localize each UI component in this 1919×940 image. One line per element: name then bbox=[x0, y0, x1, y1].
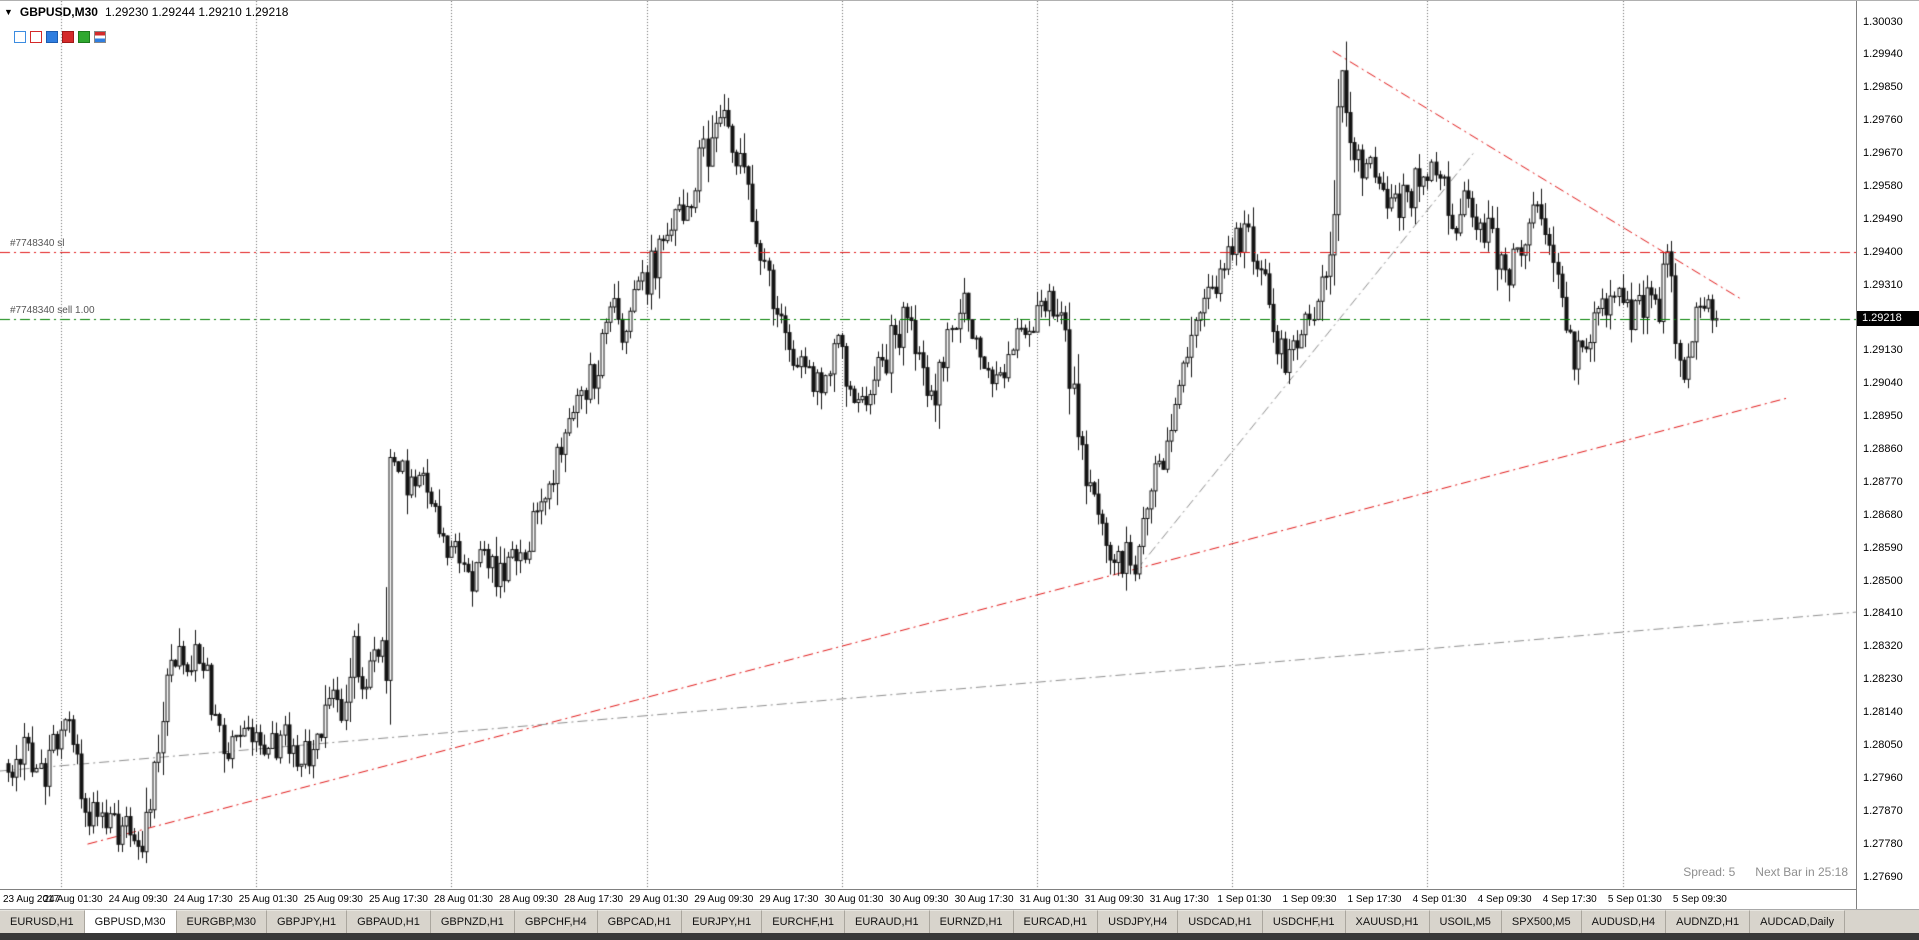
time-axis-label: 30 Aug 17:30 bbox=[954, 894, 1014, 905]
price-axis-label: 1.28410 bbox=[1863, 607, 1903, 620]
tab-gbpchf-h4[interactable]: GBPCHF,H4 bbox=[514, 910, 598, 933]
time-axis-label: 28 Aug 01:30 bbox=[434, 894, 493, 905]
tab-gbpaud-h1[interactable]: GBPAUD,H1 bbox=[347, 910, 431, 933]
time-axis-label: 1 Sep 09:30 bbox=[1282, 894, 1337, 905]
chart-area: ▼ GBPUSD,M30 1.29230 1.29244 1.29210 1.2… bbox=[0, 1, 1856, 909]
price-axis-label: 1.28950 bbox=[1863, 410, 1903, 423]
time-axis-label: 29 Aug 09:30 bbox=[694, 894, 754, 905]
tab-eurgbp-m30[interactable]: EURGBP,M30 bbox=[176, 910, 267, 933]
price-axis-label: 1.28680 bbox=[1863, 508, 1903, 521]
time-axis-label: 1 Sep 17:30 bbox=[1347, 894, 1402, 905]
time-axis-label: 25 Aug 17:30 bbox=[368, 894, 428, 905]
time-axis-label: 31 Aug 09:30 bbox=[1084, 894, 1144, 905]
tab-eurcad-h1[interactable]: EURCAD,H1 bbox=[1013, 910, 1099, 933]
next-bar-timer: Next Bar in 25:18 bbox=[1755, 865, 1848, 879]
time-axis-label: 30 Aug 09:30 bbox=[889, 894, 949, 905]
tab-gbpcad-h1[interactable]: GBPCAD,H1 bbox=[597, 910, 683, 933]
price-chart-canvas[interactable] bbox=[0, 1, 1856, 889]
tab-gbpnzd-h1[interactable]: GBPNZD,H1 bbox=[430, 910, 515, 933]
time-axis-label: 31 Aug 17:30 bbox=[1149, 894, 1209, 905]
price-axis[interactable]: 1.29218 1.30030 1.29940 1.29850 1.29760 1.29… bbox=[1856, 1, 1919, 909]
price-axis-label: 1.28140 bbox=[1863, 706, 1903, 719]
time-axis-label: 24 Aug 17:30 bbox=[173, 894, 233, 905]
tab-usdjpy-h4[interactable]: USDJPY,H4 bbox=[1098, 910, 1179, 933]
time-axis-label: 4 Sep 01:30 bbox=[1412, 894, 1467, 905]
price-axis-label: 1.27780 bbox=[1863, 837, 1903, 850]
price-axis-label: 1.29670 bbox=[1863, 147, 1903, 160]
window-bottom-edge bbox=[0, 933, 1919, 940]
symbol-tabbar: EURUSD,H1 GBPUSD,M30 EURGBP,M30 GBPJPY,H1 GB… bbox=[0, 909, 1919, 933]
time-axis-label: 28 Aug 09:30 bbox=[499, 894, 559, 905]
price-axis-label: 1.29130 bbox=[1863, 344, 1903, 357]
price-axis-label: 1.28770 bbox=[1863, 475, 1903, 488]
price-axis-label: 1.29580 bbox=[1863, 179, 1903, 192]
profile-striped-icon[interactable] bbox=[94, 31, 106, 43]
chart-symbol-label: GBPUSD,M30 bbox=[19, 5, 98, 19]
time-axis-label: 4 Sep 17:30 bbox=[1542, 894, 1597, 905]
profile-green-icon[interactable] bbox=[78, 31, 90, 43]
profile-blank-blue-icon[interactable] bbox=[14, 31, 26, 43]
time-axis-label: 5 Sep 09:30 bbox=[1672, 894, 1727, 905]
tab-gbpusd-m30[interactable]: GBPUSD,M30 bbox=[84, 910, 177, 933]
tab-eurchf-h1[interactable]: EURCHF,H1 bbox=[762, 910, 846, 933]
tab-eurusd-h1[interactable]: EURUSD,H1 bbox=[0, 910, 85, 933]
price-axis-label: 1.27960 bbox=[1863, 771, 1903, 784]
stop-loss-line-label[interactable]: #7748340 sl bbox=[10, 238, 65, 250]
time-axis-label: 25 Aug 09:30 bbox=[303, 894, 363, 905]
time-axis[interactable]: 23 Aug 2017 24 Aug 01:30 24 Aug 09:30 24 Au… bbox=[0, 889, 1856, 909]
tab-euraud-h1[interactable]: EURAUD,H1 bbox=[845, 910, 930, 933]
time-axis-label: 24 Aug 01:30 bbox=[43, 894, 103, 905]
time-axis-label: 28 Aug 17:30 bbox=[564, 894, 624, 905]
price-axis-label: 1.28050 bbox=[1863, 738, 1903, 751]
price-axis-label: 1.29940 bbox=[1863, 48, 1903, 61]
price-axis-label: 1.28230 bbox=[1863, 673, 1903, 686]
time-axis-label: 25 Aug 01:30 bbox=[238, 894, 298, 905]
price-axis-label: 1.29040 bbox=[1863, 377, 1903, 390]
tab-audusd-h4[interactable]: AUDUSD,H4 bbox=[1581, 910, 1667, 933]
price-axis-label: 1.29400 bbox=[1863, 245, 1903, 258]
spread-indicator: Spread: 5 bbox=[1683, 865, 1736, 879]
tab-usdcad-h1[interactable]: USDCAD,H1 bbox=[1178, 910, 1263, 933]
price-axis-label: 1.28590 bbox=[1863, 541, 1903, 554]
time-axis-label: 5 Sep 01:30 bbox=[1607, 894, 1662, 905]
price-axis-label: 1.29490 bbox=[1863, 212, 1903, 225]
tab-usdchf-h1[interactable]: USDCHF,H1 bbox=[1262, 910, 1346, 933]
tab-audcad-daily[interactable]: AUDCAD,Daily bbox=[1750, 910, 1846, 933]
price-axis-label: 1.29310 bbox=[1863, 278, 1903, 291]
price-axis-label: 1.28500 bbox=[1863, 574, 1903, 587]
time-axis-label: 29 Aug 17:30 bbox=[759, 894, 819, 905]
time-axis-label: 30 Aug 01:30 bbox=[824, 894, 884, 905]
time-axis-label: 31 Aug 01:30 bbox=[1019, 894, 1079, 905]
time-axis-label: 1 Sep 01:30 bbox=[1217, 894, 1272, 905]
tab-eurnzd-h1[interactable]: EURNZD,H1 bbox=[929, 910, 1014, 933]
tab-spx500-m5[interactable]: SPX500,M5 bbox=[1501, 910, 1582, 933]
price-axis-label: 1.28860 bbox=[1863, 443, 1903, 455]
price-axis-label: 1.30030 bbox=[1863, 15, 1903, 28]
time-axis-label: 4 Sep 09:30 bbox=[1477, 894, 1532, 905]
tab-audnzd-h1[interactable]: AUDNZD,H1 bbox=[1666, 910, 1751, 933]
chart-profile-toolbar bbox=[14, 31, 106, 43]
tab-eurjpy-h1[interactable]: EURJPY,H1 bbox=[682, 910, 763, 933]
price-axis-label: 1.29850 bbox=[1863, 81, 1903, 94]
profile-blue-icon[interactable] bbox=[46, 31, 58, 43]
chart-title: ▼ GBPUSD,M30 1.29230 1.29244 1.29210 1.2… bbox=[4, 5, 288, 19]
time-axis-label: 23 Aug 2017 bbox=[3, 894, 60, 905]
tab-usoil-m5[interactable]: USOIL,M5 bbox=[1429, 910, 1502, 933]
sell-order-line-label[interactable]: #7748340 sell 1.00 bbox=[10, 304, 95, 316]
chart-ohlc-values: 1.29230 1.29244 1.29210 1.29218 bbox=[104, 5, 289, 19]
chart-status-overlay: Spread: 5 Next Bar in 25:18 bbox=[1683, 865, 1848, 879]
profile-red-icon[interactable] bbox=[62, 31, 74, 43]
price-axis-label: 1.27690 bbox=[1863, 870, 1903, 883]
time-axis-label: 29 Aug 01:30 bbox=[629, 894, 689, 905]
time-axis-label: 24 Aug 09:30 bbox=[108, 894, 168, 905]
window-marker-icon[interactable]: ▼ bbox=[4, 7, 13, 17]
tab-xauusd-h1[interactable]: XAUUSD,H1 bbox=[1345, 910, 1430, 933]
price-axis-label: 1.28320 bbox=[1863, 640, 1903, 653]
price-axis-label: 1.29760 bbox=[1863, 114, 1903, 127]
current-price-badge: 1.29218 bbox=[1857, 310, 1919, 326]
price-axis-label: 1.27870 bbox=[1863, 804, 1903, 817]
profile-blank-red-icon[interactable] bbox=[30, 31, 42, 43]
tab-gbpjpy-h1[interactable]: GBPJPY,H1 bbox=[267, 910, 348, 933]
